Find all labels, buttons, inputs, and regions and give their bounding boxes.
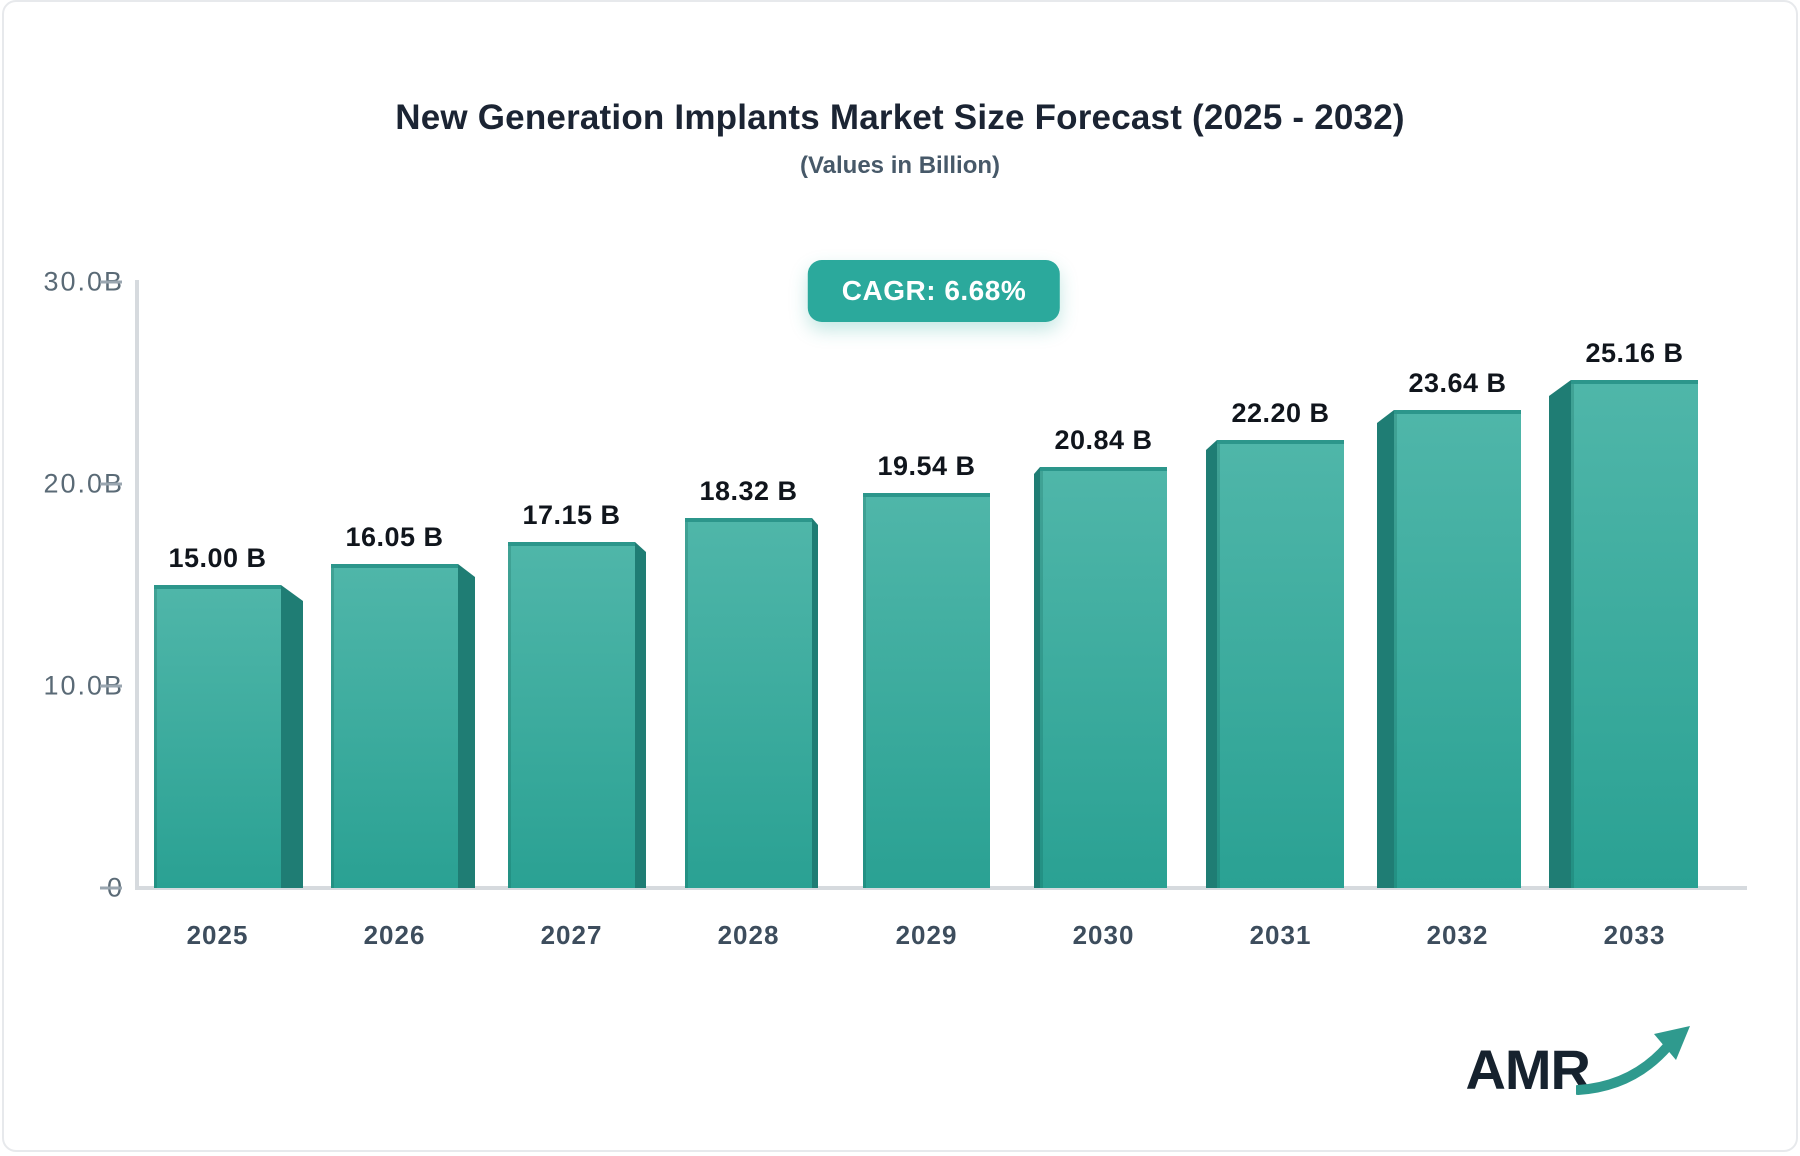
bar-side-2028 (812, 518, 818, 888)
x-axis-label-2029: 2029 (895, 920, 958, 950)
bar-side-2032 (1377, 410, 1394, 888)
x-axis-label-2025: 2025 (186, 920, 249, 950)
bar-value-label-2031: 22.20 B (1231, 398, 1330, 428)
y-tick-dash (100, 280, 122, 284)
x-axis-label-2031: 2031 (1249, 920, 1312, 950)
x-axis-label-2027: 2027 (540, 920, 603, 950)
chart-title: New Generation Implants Market Size Fore… (395, 98, 1405, 137)
chart-subtitle: (Values in Billion) (799, 152, 1001, 179)
bar-value-label-2028: 18.32 B (699, 476, 798, 506)
bar-value-label-2027: 17.15 B (522, 500, 621, 530)
bar-value-label-2029: 19.54 B (877, 451, 976, 481)
y-tick-dash (100, 482, 122, 486)
bar-side-2026 (458, 564, 475, 888)
growth-arrow-icon (1576, 1026, 1690, 1095)
bar-side-2033 (1549, 380, 1571, 888)
bar-side-2030 (1034, 467, 1040, 888)
x-axis-line (135, 886, 1747, 890)
cagr-badge: CAGR: 6.68% (807, 260, 1061, 322)
cagr-badge-label: CAGR: 6.68% (841, 275, 1027, 306)
bar-2027[interactable] (508, 542, 635, 888)
bar-2025[interactable] (154, 585, 281, 888)
bar-side-2031 (1206, 440, 1217, 888)
y-axis-line (135, 280, 139, 890)
bar-value-label-2032: 23.64 B (1408, 368, 1507, 398)
x-axis-label-2026: 2026 (363, 920, 426, 950)
bar-side-2025 (281, 585, 303, 888)
bar-2031[interactable] (1217, 440, 1344, 888)
y-tick-dash (100, 684, 122, 688)
bar-2033[interactable] (1571, 380, 1698, 888)
bar-2026[interactable] (331, 564, 458, 888)
bar-side-2027 (635, 542, 646, 888)
x-axis-label-2032: 2032 (1426, 920, 1489, 950)
bar-2028[interactable] (685, 518, 812, 888)
amr-logo-text: AMR (1465, 1038, 1591, 1101)
x-axis-label-2033: 2033 (1603, 920, 1666, 950)
bar-2030[interactable] (1040, 467, 1167, 888)
bar-value-label-2030: 20.84 B (1054, 425, 1153, 455)
y-tick-dash (100, 886, 122, 890)
bar-2029[interactable] (863, 493, 990, 888)
chart-header: New Generation Implants Market Size Fore… (4, 2, 1796, 180)
x-axis-label-2028: 2028 (717, 920, 780, 950)
bar-value-label-2033: 25.16 B (1585, 338, 1684, 368)
bar-2032[interactable] (1394, 410, 1521, 888)
amr-logo: AMR (1465, 1024, 1696, 1098)
bar-value-label-2025: 15.00 B (168, 543, 267, 573)
bar-value-label-2026: 16.05 B (345, 522, 444, 552)
plot-area: 30.0B 20.0B 10.0B 0 15.00 B 2025 16.05 B 2026 17… (4, 2, 1796, 1150)
x-axis-label-2030: 2030 (1072, 920, 1135, 950)
